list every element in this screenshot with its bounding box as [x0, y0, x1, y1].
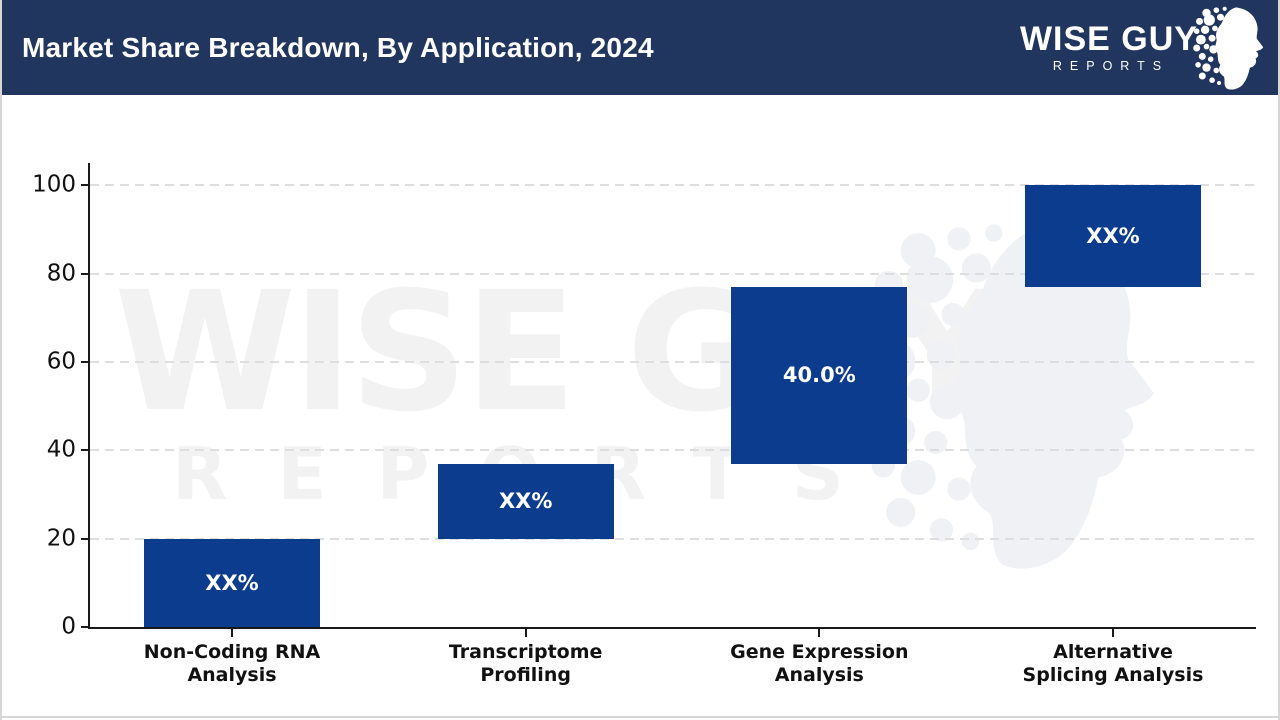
x-axis-tick [524, 629, 527, 637]
bar-segment: 40.0% [731, 286, 908, 464]
logo-subtitle: REPORTS [1052, 59, 1170, 73]
logo-wordmark: WISE GUY [1019, 20, 1198, 58]
x-axis-tick [231, 629, 233, 637]
face-logo-icon [1192, 6, 1270, 90]
y-axis-tick-label: 0 [61, 613, 76, 640]
y-axis-tick [81, 272, 89, 275]
y-axis-tick-label: 40 [46, 436, 76, 463]
chart-title: Market Share Breakdown, By Application, … [22, 31, 654, 63]
y-axis-tick [81, 449, 89, 452]
y-axis-tick [81, 537, 89, 540]
x-axis-label: Gene Expression Analysis [730, 641, 909, 686]
gridline [90, 272, 1254, 275]
x-axis-spine [88, 627, 1256, 629]
gridline [90, 360, 1254, 363]
y-axis-tick [81, 626, 89, 628]
gridline [90, 537, 1254, 540]
x-axis-label: Non-Coding RNA Analysis [143, 641, 321, 686]
header-bar: Market Share Breakdown, By Application, … [2, 0, 1278, 95]
y-axis-tick-label: 20 [46, 525, 76, 552]
x-axis-tick [1112, 629, 1114, 637]
x-axis-tick [818, 629, 821, 637]
bar-segment: XX% [437, 463, 614, 539]
gridline [90, 184, 1254, 187]
y-axis-tick-label: 80 [46, 260, 76, 287]
bar-value-label: XX% [1086, 224, 1140, 249]
logo-text: WISE GUY REPORTS [1020, 22, 1198, 73]
y-axis-tick-label: 100 [32, 171, 76, 198]
bar-value-label: XX% [498, 489, 553, 514]
y-axis-tick-label: 60 [46, 348, 76, 375]
x-axis-label: Alternative Splicing Analysis [1022, 641, 1204, 686]
y-axis-tick [81, 360, 89, 363]
bar-segment: XX% [144, 538, 320, 627]
y-axis-tick [81, 184, 89, 187]
gridline [90, 449, 1254, 452]
y-axis-spine [88, 163, 90, 629]
x-axis-label: Transcriptome Profiling [448, 641, 603, 686]
bar-value-label: XX% [205, 570, 259, 595]
frame-border [2, 716, 1278, 718]
plot-area: 0 20 40 60 80 100 XX% Non-Coding RNA Analysis XX%… [32, 163, 1254, 686]
bar-value-label: 40.0% [782, 363, 856, 388]
bar-segment: XX% [1025, 185, 1201, 287]
wiseguy-logo: WISE GUY REPORTS [1020, 6, 1270, 90]
